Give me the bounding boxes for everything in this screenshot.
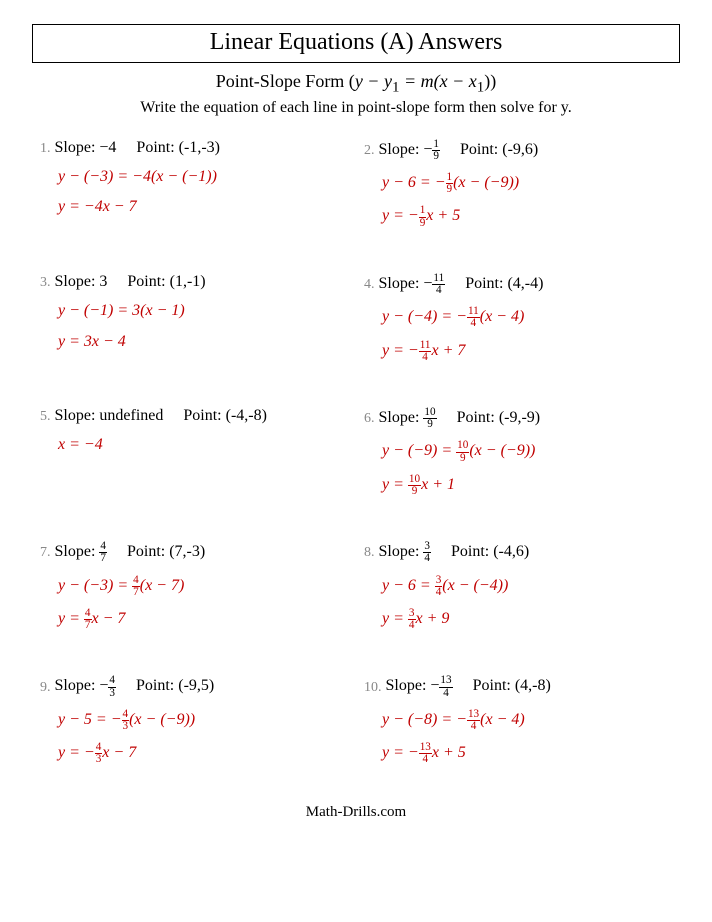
answer-line-1: x = −4	[40, 435, 356, 456]
answer-line-1: y − (−1) = 3(x − 1)	[40, 301, 356, 322]
problems-grid: 1.Slope: −4Point: (-1,-3) y − (−3) = −4(x…	[32, 139, 680, 776]
fraction: 19	[419, 205, 427, 228]
answer-line-2: y = 34x + 9	[364, 608, 680, 631]
fraction: 134	[467, 709, 480, 732]
answer-line-1: y − (−3) = 47(x − 7)	[40, 575, 356, 598]
fraction: 19	[446, 172, 454, 195]
fraction: 34	[408, 608, 416, 631]
answer-line-2: y = −19x + 5	[364, 205, 680, 228]
subtitle: Point-Slope Form (y − y1 = m(x − x1))	[32, 71, 680, 97]
answer-line-1: y − 6 = −19(x − (−9))	[364, 172, 680, 195]
problem-number: 8.	[364, 545, 375, 560]
fraction: 114	[419, 340, 432, 363]
instruction: Write the equation of each line in point…	[32, 99, 680, 117]
fraction: 34	[435, 575, 443, 598]
fraction: 109	[456, 440, 469, 463]
fraction: 47	[132, 575, 140, 598]
fraction: 43	[108, 675, 116, 698]
answer-line-2: y = 3x − 4	[40, 332, 356, 353]
answer-line-1: y − 6 = 34(x − (−4))	[364, 575, 680, 598]
footer: Math-Drills.com	[32, 804, 680, 821]
fraction: 47	[84, 608, 92, 631]
problem: 6.Slope: 109Point: (-9,-9) y − (−9) = 109…	[356, 407, 680, 507]
problem-prompt: 4.Slope: −114Point: (4,-4)	[364, 273, 680, 296]
fraction: 109	[423, 407, 436, 430]
problem-prompt: 5.Slope: undefinedPoint: (-4,-8)	[40, 407, 356, 425]
page-title: Linear Equations (A) Answers	[33, 29, 679, 56]
fraction: 109	[408, 474, 421, 497]
problem-number: 2.	[364, 143, 375, 158]
problem: 1.Slope: −4Point: (-1,-3) y − (−3) = −4(x…	[32, 139, 356, 239]
problem: 2.Slope: −19Point: (-9,6) y − 6 = −19(x −…	[356, 139, 680, 239]
problem: 4.Slope: −114Point: (4,-4) y − (−4) = −11…	[356, 273, 680, 373]
problem-prompt: 9.Slope: −43Point: (-9,5)	[40, 675, 356, 698]
answer-line-2: y = −134x + 5	[364, 742, 680, 765]
problem: 7.Slope: 47Point: (7,-3) y − (−3) = 47(x …	[32, 541, 356, 641]
answer-line-1: y − (−3) = −4(x − (−1))	[40, 167, 356, 188]
problem-prompt: 7.Slope: 47Point: (7,-3)	[40, 541, 356, 564]
answer-line-1: y − (−9) = 109(x − (−9))	[364, 440, 680, 463]
problem: 8.Slope: 34Point: (-4,6) y − 6 = 34(x − (…	[356, 541, 680, 641]
problem-prompt: 10.Slope: −134Point: (4,-8)	[364, 675, 680, 698]
problem-number: 9.	[40, 680, 51, 695]
problem: 3.Slope: 3Point: (1,-1) y − (−1) = 3(x − …	[32, 273, 356, 373]
title-box: Linear Equations (A) Answers	[32, 24, 680, 63]
problem-prompt: 8.Slope: 34Point: (-4,6)	[364, 541, 680, 564]
answer-line-2: y = −4x − 7	[40, 197, 356, 218]
formula-end: ))	[484, 71, 496, 91]
problem-number: 4.	[364, 277, 375, 292]
answer-line-1: y − 5 = −43(x − (−9))	[40, 709, 356, 732]
formula-mid: = m(x − x	[399, 71, 476, 91]
answer-line-2: y = −114x + 7	[364, 340, 680, 363]
problem-number: 3.	[40, 275, 51, 290]
answer-line-2: y = 109x + 1	[364, 474, 680, 497]
problem-prompt: 2.Slope: −19Point: (-9,6)	[364, 139, 680, 162]
problem-number: 10.	[364, 680, 382, 695]
problem: 10.Slope: −134Point: (4,-8) y − (−8) = −1…	[356, 675, 680, 775]
subtitle-prefix: Point-Slope Form (	[216, 71, 355, 91]
answer-line-1: y − (−8) = −134(x − 4)	[364, 709, 680, 732]
formula-lhs: y − y	[355, 71, 392, 91]
answer-line-1: y − (−4) = −114(x − 4)	[364, 306, 680, 329]
answer-line-2: y = 47x − 7	[40, 608, 356, 631]
fraction: 43	[122, 709, 130, 732]
fraction: 114	[432, 273, 445, 296]
answer-line-2: y = −43x − 7	[40, 742, 356, 765]
fraction: 114	[467, 306, 480, 329]
problem-prompt: 6.Slope: 109Point: (-9,-9)	[364, 407, 680, 430]
fraction: 47	[99, 541, 107, 564]
problem-number: 6.	[364, 411, 375, 426]
fraction: 43	[95, 742, 103, 765]
problem-number: 5.	[40, 409, 51, 424]
problem-number: 1.	[40, 141, 51, 156]
problem: 5.Slope: undefinedPoint: (-4,-8) x = −4	[32, 407, 356, 507]
problem-prompt: 3.Slope: 3Point: (1,-1)	[40, 273, 356, 291]
fraction: 134	[439, 675, 452, 698]
problem-number: 7.	[40, 545, 51, 560]
fraction: 134	[419, 742, 432, 765]
problem-prompt: 1.Slope: −4Point: (-1,-3)	[40, 139, 356, 157]
problem: 9.Slope: −43Point: (-9,5) y − 5 = −43(x −…	[32, 675, 356, 775]
fraction: 34	[423, 541, 431, 564]
fraction: 19	[432, 139, 440, 162]
